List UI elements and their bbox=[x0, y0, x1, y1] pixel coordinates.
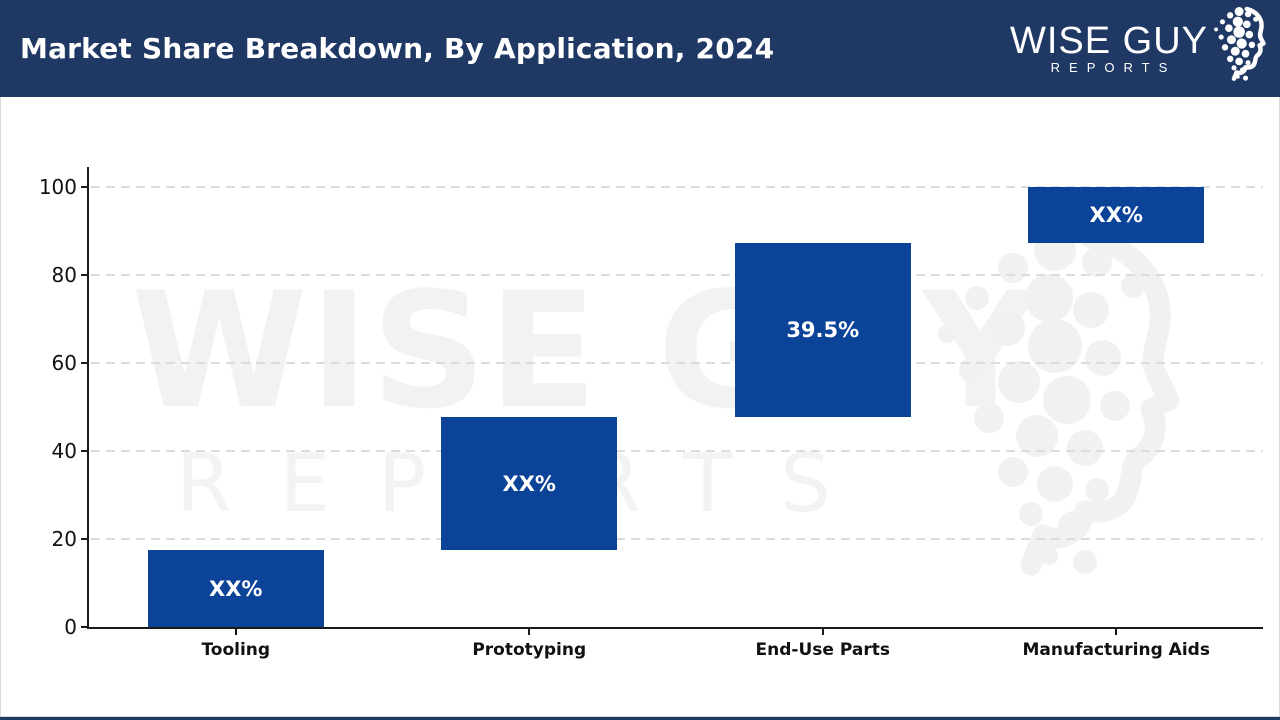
y-axis-tick-label: 20 bbox=[51, 527, 77, 551]
brand-subtitle: REPORTS bbox=[1050, 60, 1177, 76]
y-axis-tick-mark bbox=[81, 626, 88, 628]
waterfall-bar: 39.5% bbox=[734, 243, 911, 418]
chart-body: WISE GUY REPORTS 020406080100XX%ToolingX… bbox=[0, 97, 1280, 717]
waterfall-bar: XX% bbox=[1028, 187, 1205, 244]
waterfall-bar: XX% bbox=[441, 417, 618, 550]
y-gridline bbox=[91, 538, 1263, 540]
brand-name: WISE GUY bbox=[1009, 19, 1208, 62]
y-axis-tick-mark bbox=[81, 274, 88, 276]
footer-bar bbox=[0, 717, 1280, 720]
x-axis-tick-mark bbox=[821, 629, 824, 635]
page-title: Market Share Breakdown, By Application, … bbox=[20, 32, 775, 65]
y-gridline bbox=[91, 274, 1263, 276]
y-axis-line bbox=[87, 167, 89, 629]
y-axis-tick-mark bbox=[81, 186, 88, 188]
brand-logo-text: WISE GUY REPORTS bbox=[1009, 19, 1208, 76]
x-axis-line bbox=[87, 627, 1263, 629]
y-axis-tick-label: 100 bbox=[38, 175, 77, 199]
dotted-head-icon bbox=[1202, 6, 1266, 90]
y-gridline bbox=[91, 186, 1263, 188]
bar-value-label: XX% bbox=[1089, 203, 1143, 228]
brand-logo: WISE GUY REPORTS bbox=[1010, 6, 1266, 90]
x-axis-category-label: Prototyping bbox=[472, 640, 587, 660]
y-axis-tick-label: 0 bbox=[64, 615, 77, 639]
x-axis-category-label: Manufacturing Aids bbox=[1022, 640, 1210, 660]
y-axis-tick-label: 80 bbox=[51, 263, 77, 287]
x-axis-tick-mark bbox=[1115, 629, 1118, 635]
x-axis-category-label: Tooling bbox=[201, 640, 271, 660]
x-axis-tick-mark bbox=[528, 629, 531, 635]
y-axis-tick-mark bbox=[81, 362, 88, 364]
y-gridline bbox=[91, 362, 1263, 364]
y-gridline bbox=[91, 450, 1263, 452]
header-bar: Market Share Breakdown, By Application, … bbox=[0, 0, 1280, 97]
x-axis-category-label: End-Use Parts bbox=[755, 640, 890, 660]
y-axis-tick-mark bbox=[81, 450, 88, 452]
bar-value-label: XX% bbox=[502, 471, 556, 496]
bar-value-label: XX% bbox=[209, 576, 263, 601]
y-axis-tick-label: 40 bbox=[51, 439, 77, 463]
waterfall-bar: XX% bbox=[147, 550, 324, 627]
watermark-head-icon bbox=[881, 225, 1181, 617]
x-axis-tick-mark bbox=[234, 629, 237, 635]
bar-value-label: 39.5% bbox=[786, 318, 860, 343]
y-axis-tick-mark bbox=[81, 538, 88, 540]
y-axis-tick-label: 60 bbox=[51, 351, 77, 375]
